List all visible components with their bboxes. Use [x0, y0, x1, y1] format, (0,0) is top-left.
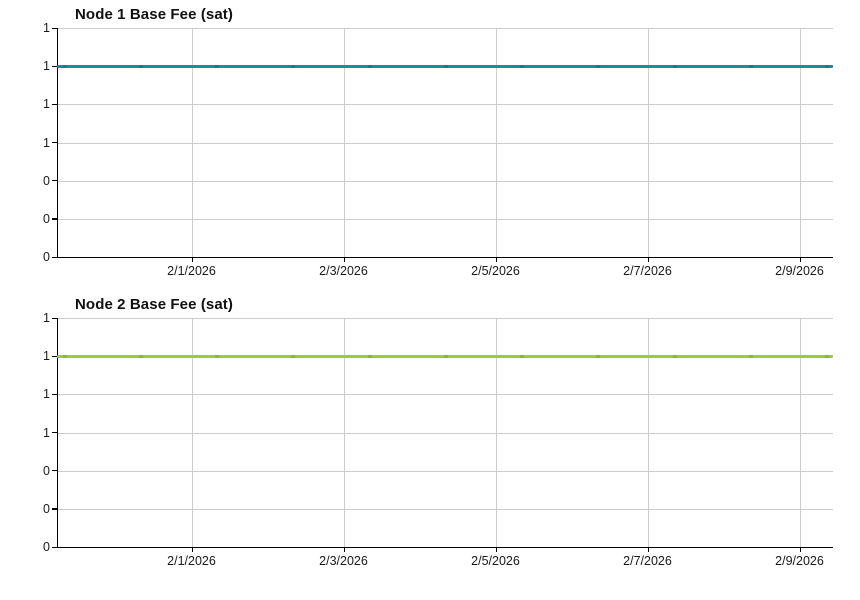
horizontal-gridline [57, 180, 833, 182]
x-axis-tick [191, 257, 193, 262]
y-axis-tick [52, 546, 57, 548]
y-axis-tick [52, 470, 57, 472]
data-point-marker [596, 354, 601, 358]
data-point-marker [367, 64, 372, 68]
y-tick-label: 1 [43, 425, 50, 440]
data-point-marker [138, 64, 143, 68]
data-point-marker [825, 64, 829, 68]
x-axis-line [57, 257, 833, 259]
data-point-marker [62, 354, 67, 358]
data-point-marker [215, 64, 219, 68]
y-axis-tick [52, 393, 57, 396]
x-tick-label: 2/3/2026 [319, 554, 368, 568]
y-tick-label: 0 [43, 463, 50, 478]
horizontal-gridline [57, 28, 833, 29]
y-axis-tick [52, 180, 57, 182]
x-tick-label: 2/7/2026 [623, 554, 672, 568]
y-tick-label: 1 [43, 311, 50, 325]
x-tick-label: 2/9/2026 [775, 554, 824, 568]
x-axis-tick [343, 257, 345, 262]
data-point-marker [62, 64, 67, 68]
data-point-marker [215, 354, 219, 358]
data-point-marker [291, 64, 296, 68]
x-axis-line [57, 547, 833, 549]
data-point-marker [672, 354, 677, 358]
y-axis-tick [52, 508, 57, 510]
x-axis-tick [495, 257, 497, 262]
horizontal-gridline [57, 104, 833, 106]
horizontal-gridline [57, 318, 833, 319]
x-axis-tick [799, 257, 801, 262]
x-tick-label: 2/5/2026 [471, 264, 520, 278]
y-axis-tick [52, 432, 57, 434]
x-tick-label: 2/7/2026 [623, 264, 672, 278]
y-tick-label: 0 [43, 250, 50, 264]
data-point-marker [672, 64, 677, 68]
data-point-marker [748, 354, 753, 358]
y-axis-tick [52, 355, 57, 357]
data-point-marker [748, 64, 753, 68]
data-point-marker [291, 354, 296, 358]
y-axis-tick [52, 317, 57, 319]
y-tick-label: 1 [43, 21, 50, 35]
data-point-marker [520, 354, 524, 358]
y-axis-line [57, 318, 59, 548]
horizontal-gridline [57, 142, 833, 144]
x-axis-tick [495, 547, 497, 552]
y-tick-label: 0 [43, 501, 50, 516]
horizontal-gridline [57, 508, 833, 510]
data-point-marker [443, 64, 448, 68]
horizontal-gridline [57, 470, 833, 472]
data-point-marker [596, 64, 601, 68]
chart-title: Node 1 Base Fee (sat) [75, 6, 233, 23]
data-point-marker [520, 64, 524, 68]
horizontal-gridline [57, 394, 833, 396]
chart-node-2-base-fee: Node 2 Base Fee (sat) 1 1 1 1 0 0 0 2/1/2026 2/3… [0, 290, 860, 580]
x-tick-label: 2/3/2026 [319, 264, 368, 278]
y-tick-label: 0 [43, 211, 50, 226]
x-axis-tick [799, 547, 801, 552]
x-tick-label: 2/1/2026 [167, 264, 216, 278]
x-axis-tick [191, 547, 193, 552]
y-tick-label: 1 [43, 387, 50, 402]
y-axis-tick [52, 103, 57, 106]
y-axis-tick [52, 218, 57, 220]
plot-area: 1 1 1 1 0 0 0 2/1/2026 2/3/2026 2/5/2026 2/7/2026 2… [0, 290, 860, 580]
x-axis-tick [647, 257, 649, 262]
y-tick-label: 1 [43, 135, 50, 150]
horizontal-gridline [57, 218, 833, 220]
x-tick-label: 2/5/2026 [471, 554, 520, 568]
x-tick-label: 2/9/2026 [775, 264, 824, 278]
y-axis-tick [52, 65, 57, 67]
x-tick-label: 2/1/2026 [167, 554, 216, 568]
y-tick-label: 0 [43, 540, 50, 554]
data-point-marker [138, 354, 143, 358]
horizontal-gridline [57, 432, 833, 434]
y-tick-label: 1 [43, 97, 50, 112]
data-point-marker [443, 354, 448, 358]
data-point-marker [367, 354, 372, 358]
y-axis-tick [52, 27, 57, 29]
chart-node-1-base-fee: Node 1 Base Fee (sat) 1 1 1 1 0 0 0 2/1/2026 2/3… [0, 0, 860, 290]
y-tick-label: 1 [43, 59, 50, 74]
y-axis-tick [52, 142, 57, 144]
x-axis-tick [343, 547, 345, 552]
data-point-marker [825, 354, 829, 358]
x-axis-tick [647, 547, 649, 552]
y-tick-label: 1 [43, 349, 50, 364]
y-axis-tick [52, 256, 57, 258]
chart-title: Node 2 Base Fee (sat) [75, 296, 233, 313]
y-tick-label: 0 [43, 173, 50, 188]
y-axis-line [57, 28, 59, 258]
plot-area: 1 1 1 1 0 0 0 2/1/2026 2/3/2026 2/5/2026 2/7/2026 2… [0, 0, 860, 290]
